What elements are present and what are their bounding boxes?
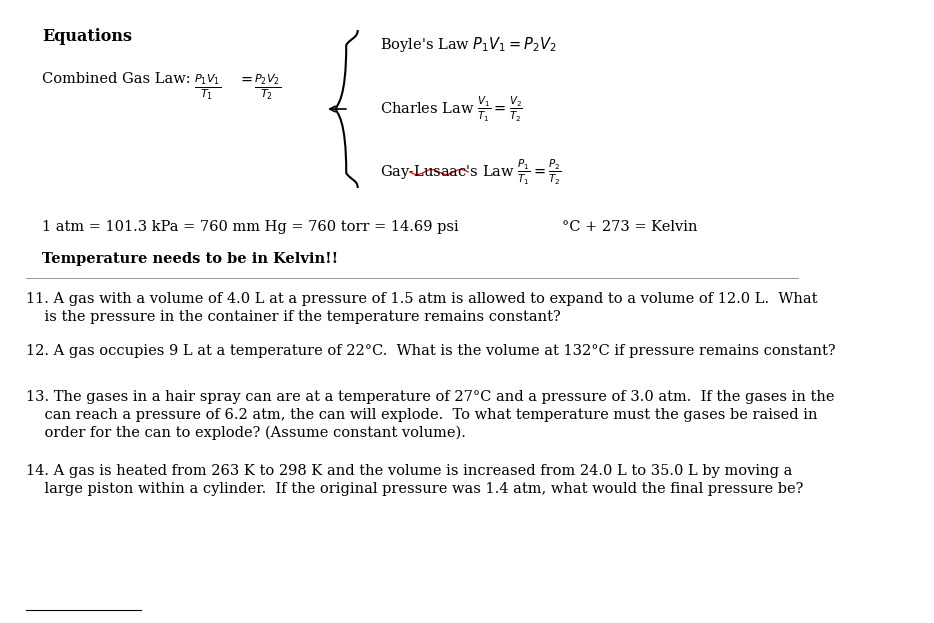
- Text: 14. A gas is heated from 263 K to 298 K and the volume is increased from 24.0 L : 14. A gas is heated from 263 K to 298 K …: [26, 464, 793, 478]
- Text: 1 atm = 101.3 kPa = 760 mm Hg = 760 torr = 14.69 psi: 1 atm = 101.3 kPa = 760 mm Hg = 760 torr…: [42, 220, 460, 234]
- Text: 12. A gas occupies 9 L at a temperature of 22°C.  What is the volume at 132°C if: 12. A gas occupies 9 L at a temperature …: [26, 344, 836, 358]
- Text: Equations: Equations: [42, 28, 133, 45]
- Text: Gay-Lusaac's Law $\frac{P_1}{T_1} = \frac{P_2}{T_2}$: Gay-Lusaac's Law $\frac{P_1}{T_1} = \fra…: [380, 158, 561, 187]
- Text: Boyle's Law $P_1V_1 = P_2V_2$: Boyle's Law $P_1V_1 = P_2V_2$: [380, 35, 557, 54]
- Text: $\frac{P_1V_1}{T_1}$: $\frac{P_1V_1}{T_1}$: [194, 72, 221, 102]
- Text: large piston within a cylinder.  If the original pressure was 1.4 atm, what woul: large piston within a cylinder. If the o…: [26, 482, 804, 496]
- Text: °C + 273 = Kelvin: °C + 273 = Kelvin: [561, 220, 698, 234]
- Text: order for the can to explode? (Assume constant volume).: order for the can to explode? (Assume co…: [26, 426, 466, 440]
- Text: $\frac{P_2V_2}{T_2}$: $\frac{P_2V_2}{T_2}$: [254, 72, 281, 102]
- Text: is the pressure in the container if the temperature remains constant?: is the pressure in the container if the …: [26, 310, 561, 324]
- Text: can reach a pressure of 6.2 atm, the can will explode.  To what temperature must: can reach a pressure of 6.2 atm, the can…: [26, 408, 818, 422]
- Text: Combined Gas Law:: Combined Gas Law:: [42, 72, 195, 86]
- Text: Charles Law $\frac{V_1}{T_1} = \frac{V_2}{T_2}$: Charles Law $\frac{V_1}{T_1} = \frac{V_2…: [380, 95, 523, 124]
- Text: 13. The gases in a hair spray can are at a temperature of 27°C and a pressure of: 13. The gases in a hair spray can are at…: [26, 390, 835, 404]
- Text: Temperature needs to be in Kelvin!!: Temperature needs to be in Kelvin!!: [42, 252, 338, 266]
- Text: $=$: $=$: [238, 72, 254, 86]
- Text: 11. A gas with a volume of 4.0 L at a pressure of 1.5 atm is allowed to expand t: 11. A gas with a volume of 4.0 L at a pr…: [26, 292, 818, 306]
